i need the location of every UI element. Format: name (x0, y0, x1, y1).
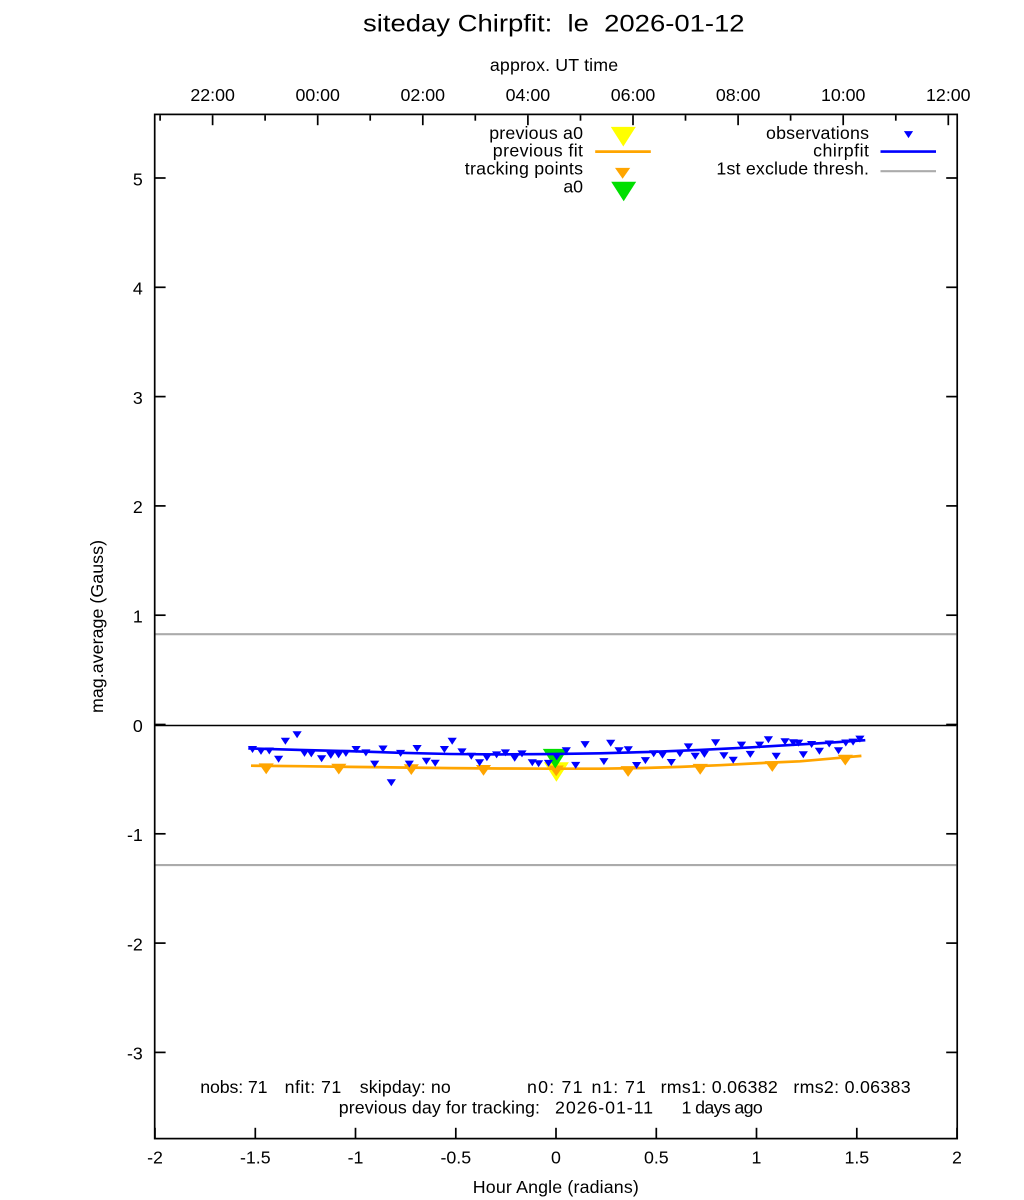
svg-text:n0: 71: n0: 71 (527, 1077, 583, 1097)
svg-text:2: 2 (952, 1148, 962, 1168)
svg-text:1st exclude thresh.: 1st exclude thresh. (716, 158, 869, 178)
svg-text:-3: -3 (127, 1044, 143, 1064)
svg-text:siteday Chirpfit: le 2026-01: siteday Chirpfit: le 2026-01-12 (363, 11, 745, 38)
svg-text:06:00: 06:00 (611, 85, 656, 105)
svg-text:0: 0 (551, 1148, 561, 1168)
svg-text:02:00: 02:00 (401, 85, 446, 105)
svg-text:rms1: 0.06382: rms1: 0.06382 (661, 1077, 778, 1097)
svg-text:nfit: 71: nfit: 71 (285, 1077, 342, 1097)
svg-text:08:00: 08:00 (716, 85, 761, 105)
svg-text:1 days ago: 1 days ago (682, 1098, 763, 1118)
svg-text:observations: observations (766, 123, 869, 143)
svg-text:-1.5: -1.5 (240, 1148, 271, 1168)
svg-text:1: 1 (752, 1148, 762, 1168)
svg-text:22:00: 22:00 (190, 85, 235, 105)
svg-text:5: 5 (133, 169, 143, 189)
svg-text:approx. UT time: approx. UT time (490, 55, 618, 75)
svg-text:1.5: 1.5 (844, 1148, 869, 1168)
svg-text:0.5: 0.5 (644, 1148, 669, 1168)
svg-text:3: 3 (133, 388, 143, 408)
svg-text:skipday: no: skipday: no (360, 1077, 451, 1097)
svg-text:rms2: 0.06383: rms2: 0.06383 (793, 1077, 910, 1097)
svg-text:Hour Angle (radians): Hour Angle (radians) (473, 1177, 639, 1197)
svg-text:previous a0: previous a0 (489, 123, 583, 143)
svg-text:10:00: 10:00 (821, 85, 866, 105)
svg-text:chirpfit: chirpfit (813, 141, 869, 161)
svg-text:nobs: 71: nobs: 71 (200, 1077, 267, 1097)
svg-text:tracking points: tracking points (465, 158, 583, 178)
svg-text:2026-01-11: 2026-01-11 (555, 1098, 653, 1118)
svg-text:4: 4 (133, 279, 143, 299)
svg-text:-1: -1 (127, 825, 143, 845)
svg-text:-2: -2 (127, 934, 143, 954)
svg-text:-2: -2 (147, 1148, 163, 1168)
svg-text:previous fit: previous fit (493, 141, 583, 161)
svg-text:a0: a0 (563, 176, 583, 196)
svg-text:2: 2 (133, 497, 143, 517)
svg-text:04:00: 04:00 (506, 85, 551, 105)
svg-text:n1: 71: n1: 71 (592, 1077, 646, 1097)
svg-text:-0.5: -0.5 (440, 1148, 471, 1168)
svg-text:1: 1 (133, 607, 143, 627)
svg-text:12:00: 12:00 (926, 85, 971, 105)
svg-text:0: 0 (133, 716, 143, 736)
svg-text:00:00: 00:00 (295, 85, 340, 105)
svg-text:previous day for tracking:: previous day for tracking: (339, 1098, 540, 1118)
svg-text:mag.average (Gauss): mag.average (Gauss) (87, 540, 107, 713)
svg-text:-1: -1 (348, 1148, 364, 1168)
